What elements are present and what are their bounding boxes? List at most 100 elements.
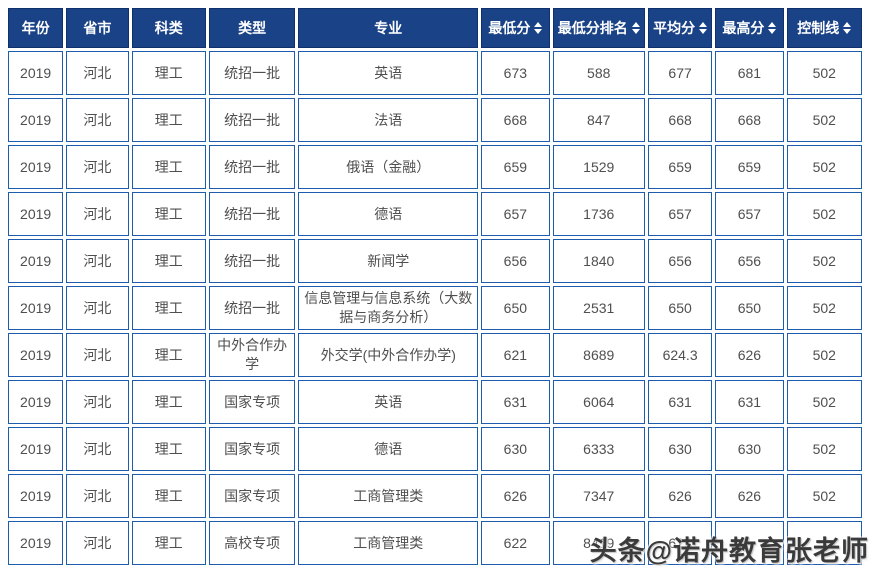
cell-subject-category: 理工	[131, 98, 206, 142]
sort-arrows-icon[interactable]	[843, 22, 852, 34]
cell-min-score: 657	[481, 192, 550, 236]
table-row: 2019 河北 理工 国家专项 德语 630 6333 630 630 502	[8, 427, 862, 471]
column-label-major: 专业	[374, 20, 403, 36]
cell-major: 工商管理类	[298, 521, 479, 565]
cell-avg-score: 624.3	[647, 333, 713, 377]
cell-max-score: 626	[715, 474, 784, 518]
cell-admission-type: 统招一批	[208, 98, 296, 142]
cell-major: 工商管理类	[298, 474, 479, 518]
cell-control-line: 502	[786, 286, 862, 330]
cell-min-score-rank: 8689	[552, 333, 645, 377]
cell-control-line: 502	[786, 51, 862, 95]
column-label-control-line: 控制线	[797, 20, 840, 36]
cell-max-score: 659	[715, 145, 784, 189]
cell-min-score: 668	[481, 98, 550, 142]
sort-arrows-icon[interactable]	[768, 22, 777, 34]
cell-min-score: 622	[481, 521, 550, 565]
cell-min-score: 631	[481, 380, 550, 424]
cell-province: 河北	[66, 145, 129, 189]
table-row: 2019 河北 理工 统招一批 俄语（金融） 659 1529 659 659 502	[8, 145, 862, 189]
cell-min-score: 656	[481, 239, 550, 283]
cell-subject-category: 理工	[131, 474, 206, 518]
cell-province: 河北	[66, 51, 129, 95]
admission-scores-table: 年份 省市 科类 类型 专业 最低分 最低分排名 平均分 最高分 控制线 2019 河北 理工 统招一批…	[5, 5, 865, 568]
cell-min-score-rank: 6333	[552, 427, 645, 471]
cell-avg-score: 668	[647, 98, 713, 142]
cell-control-line: 502	[786, 474, 862, 518]
cell-province: 河北	[66, 521, 129, 565]
cell-min-score-rank: 1736	[552, 192, 645, 236]
sort-arrows-icon[interactable]	[631, 22, 640, 34]
cell-province: 河北	[66, 239, 129, 283]
cell-control-line: 502	[786, 98, 862, 142]
cell-province: 河北	[66, 192, 129, 236]
column-header-province: 省市	[66, 8, 129, 48]
cell-control-line: 502	[786, 380, 862, 424]
cell-subject-category: 理工	[131, 286, 206, 330]
column-header-avg-score[interactable]: 平均分	[647, 8, 713, 48]
cell-year: 2019	[8, 239, 64, 283]
cell-max-score: 626	[715, 333, 784, 377]
cell-avg-score: 656	[647, 239, 713, 283]
cell-year: 2019	[8, 333, 64, 377]
table-row: 2019 河北 理工 统招一批 英语 673 588 677 681 502	[8, 51, 862, 95]
cell-avg-score: 622	[647, 521, 713, 565]
cell-avg-score: 657	[647, 192, 713, 236]
cell-min-score-rank: 2531	[552, 286, 645, 330]
table-row: 2019 河北 理工 国家专项 英语 631 6064 631 631 502	[8, 380, 862, 424]
cell-year: 2019	[8, 474, 64, 518]
cell-admission-type: 国家专项	[208, 427, 296, 471]
table-row: 2019 河北 理工 高校专项 工商管理类 622 8419 622	[8, 521, 862, 565]
sort-arrows-icon[interactable]	[534, 22, 543, 34]
cell-min-score-rank: 8419	[552, 521, 645, 565]
cell-control-line: 502	[786, 427, 862, 471]
cell-max-score: 650	[715, 286, 784, 330]
column-header-min-score-rank[interactable]: 最低分排名	[552, 8, 645, 48]
cell-year: 2019	[8, 51, 64, 95]
column-label-max-score: 最高分	[722, 20, 765, 36]
table-row: 2019 河北 理工 统招一批 信息管理与信息系统（大数据与商务分析） 650 2531 65…	[8, 286, 862, 330]
cell-avg-score: 650	[647, 286, 713, 330]
column-header-max-score[interactable]: 最高分	[715, 8, 784, 48]
cell-year: 2019	[8, 380, 64, 424]
cell-admission-type: 中外合作办学	[208, 333, 296, 377]
cell-year: 2019	[8, 521, 64, 565]
column-header-major: 专业	[298, 8, 479, 48]
table-row: 2019 河北 理工 统招一批 德语 657 1736 657 657 502	[8, 192, 862, 236]
cell-min-score: 659	[481, 145, 550, 189]
cell-admission-type: 统招一批	[208, 192, 296, 236]
table-row: 2019 河北 理工 中外合作办学 外交学(中外合作办学) 621 8689 624.3 626…	[8, 333, 862, 377]
cell-subject-category: 理工	[131, 521, 206, 565]
cell-subject-category: 理工	[131, 51, 206, 95]
cell-min-score-rank: 847	[552, 98, 645, 142]
cell-province: 河北	[66, 427, 129, 471]
cell-major: 新闻学	[298, 239, 479, 283]
column-header-year: 年份	[8, 8, 64, 48]
cell-subject-category: 理工	[131, 380, 206, 424]
cell-admission-type: 国家专项	[208, 474, 296, 518]
cell-min-score-rank: 7347	[552, 474, 645, 518]
cell-avg-score: 630	[647, 427, 713, 471]
column-header-admission-type: 类型	[208, 8, 296, 48]
cell-subject-category: 理工	[131, 333, 206, 377]
column-header-min-score[interactable]: 最低分	[481, 8, 550, 48]
cell-min-score-rank: 1529	[552, 145, 645, 189]
cell-major: 法语	[298, 98, 479, 142]
sort-arrows-icon[interactable]	[699, 22, 708, 34]
cell-admission-type: 统招一批	[208, 239, 296, 283]
cell-subject-category: 理工	[131, 192, 206, 236]
cell-avg-score: 631	[647, 380, 713, 424]
table-header: 年份 省市 科类 类型 专业 最低分 最低分排名 平均分 最高分 控制线	[8, 8, 862, 48]
cell-avg-score: 677	[647, 51, 713, 95]
cell-province: 河北	[66, 286, 129, 330]
cell-year: 2019	[8, 286, 64, 330]
cell-avg-score: 626	[647, 474, 713, 518]
cell-major: 俄语（金融）	[298, 145, 479, 189]
column-label-admission-type: 类型	[238, 20, 267, 36]
cell-max-score	[715, 521, 784, 565]
cell-year: 2019	[8, 192, 64, 236]
cell-admission-type: 统招一批	[208, 51, 296, 95]
cell-min-score: 673	[481, 51, 550, 95]
column-header-control-line[interactable]: 控制线	[786, 8, 862, 48]
